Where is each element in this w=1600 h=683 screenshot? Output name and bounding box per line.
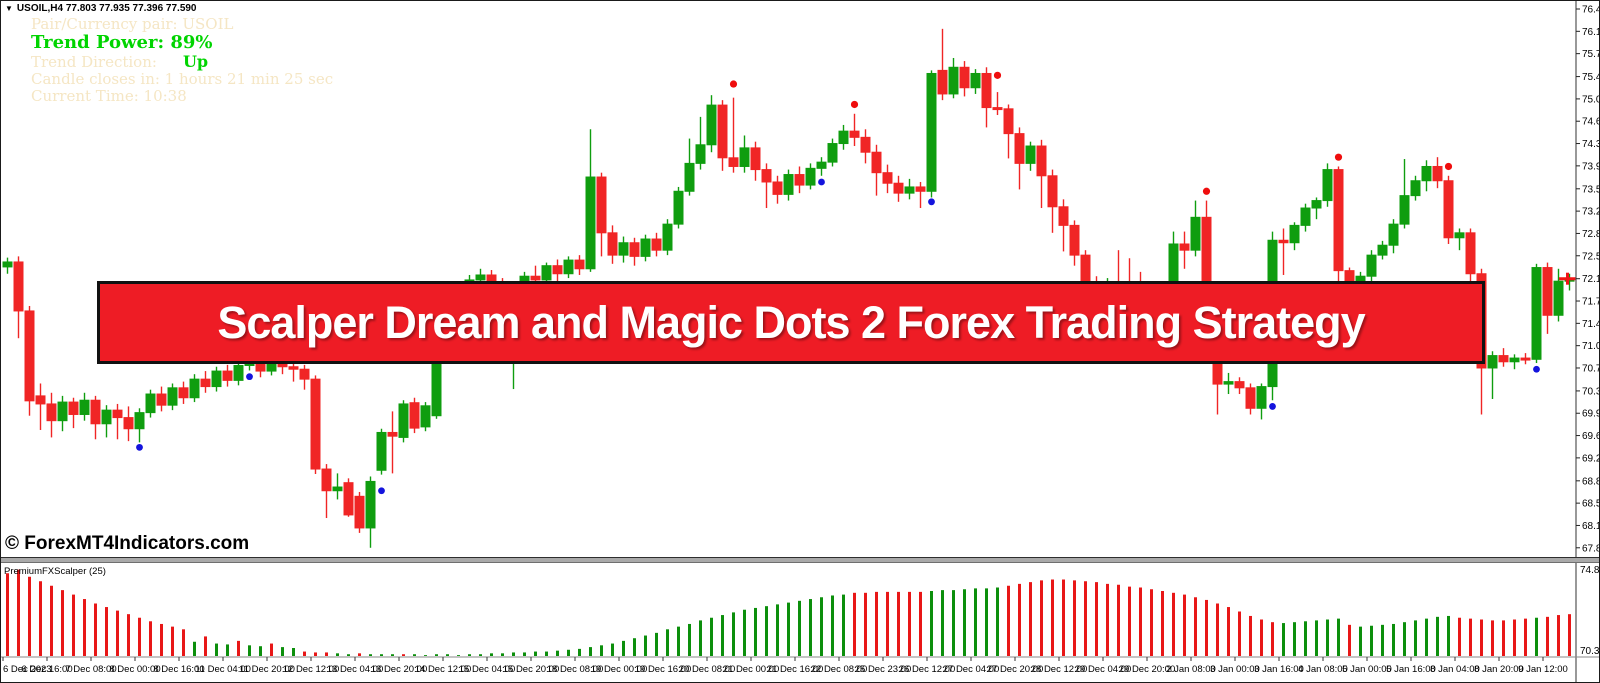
svg-text:5 Jan 16:00: 5 Jan 16:00	[1386, 664, 1436, 675]
svg-text:72.870: 72.870	[1582, 229, 1600, 240]
svg-text:29 Dec 04:00: 29 Dec 04:00	[1075, 664, 1132, 675]
svg-text:5 Jan 00:00: 5 Jan 00:00	[1342, 664, 1392, 675]
trend-direction-label: Trend Direction:	[31, 53, 157, 71]
svg-text:13 Dec 04:00: 13 Dec 04:00	[327, 664, 384, 675]
svg-text:21 Dec 00:00: 21 Dec 00:00	[723, 664, 780, 675]
svg-text:71.780: 71.780	[1582, 297, 1600, 308]
svg-text:7 Dec 08:00: 7 Dec 08:00	[65, 664, 116, 675]
svg-text:14 Dec 12:00: 14 Dec 12:00	[415, 664, 472, 675]
svg-text:11 Dec 04:00: 11 Dec 04:00	[195, 664, 251, 675]
indicator-name-label: PremiumFXScalper (25)	[4, 566, 106, 577]
svg-text:8 Jan 20:00: 8 Jan 20:00	[1474, 664, 1524, 675]
svg-text:27 Dec 04:00: 27 Dec 04:00	[943, 664, 1000, 675]
svg-text:69.250: 69.250	[1582, 453, 1600, 464]
svg-text:2 Jan 08:00: 2 Jan 08:00	[1166, 664, 1216, 675]
svg-text:74.320: 74.320	[1582, 139, 1600, 150]
price-axis[interactable]	[1577, 1, 1599, 657]
svg-text:22 Dec 08:00: 22 Dec 08:00	[811, 664, 868, 675]
chart-title: ▼ USOIL,H4 77.803 77.935 77.396 77.590	[5, 3, 197, 14]
svg-text:4 Jan 08:00: 4 Jan 08:00	[1298, 664, 1348, 675]
svg-text:69.970: 69.970	[1582, 409, 1600, 420]
svg-text:70.700: 70.700	[1582, 363, 1600, 374]
svg-text:19 Dec 00:00: 19 Dec 00:00	[591, 664, 648, 675]
svg-text:71.420: 71.420	[1582, 319, 1600, 330]
svg-text:75.040: 75.040	[1582, 94, 1600, 105]
svg-text:6 Dec 2023: 6 Dec 2023	[3, 664, 52, 675]
svg-text:9 Jan 12:00: 9 Jan 12:00	[1518, 664, 1568, 675]
chart-title-text: USOIL,H4 77.803 77.935 77.396 77.590	[16, 3, 197, 14]
svg-text:72.510: 72.510	[1582, 251, 1600, 262]
svg-text:72.140: 72.140	[1582, 274, 1600, 285]
svg-text:70.330: 70.330	[1582, 386, 1600, 397]
panel-splitter[interactable]	[1, 557, 1599, 563]
svg-text:67.800: 67.800	[1582, 543, 1600, 554]
svg-text:6 Dec 16:00: 6 Dec 16:00	[21, 664, 72, 675]
svg-text:69.610: 69.610	[1582, 431, 1600, 442]
watermark-link[interactable]: © ForexMT4Indicators.com	[5, 533, 250, 554]
trend-direction: Trend Direction: Up	[31, 53, 333, 71]
svg-text:3 Jan 16:00: 3 Jan 16:00	[1254, 664, 1304, 675]
svg-text:68.160: 68.160	[1582, 521, 1600, 532]
svg-text:29 Dec 20:00: 29 Dec 20:00	[1119, 664, 1176, 675]
trend-info-overlay: Pair/Currency pair: USOIL Trend Power: 8…	[31, 16, 333, 105]
svg-text:13 Dec 20:00: 13 Dec 20:00	[371, 664, 428, 675]
strategy-banner: Scalper Dream and Magic Dots 2 Forex Tra…	[97, 281, 1485, 364]
svg-text:73.960: 73.960	[1582, 161, 1600, 172]
svg-text:25 Dec 23:00: 25 Dec 23:00	[855, 664, 912, 675]
candle-closes-line: Candle closes in: 1 hours 21 min 25 sec	[31, 70, 334, 88]
svg-text:73.590: 73.590	[1582, 184, 1600, 195]
indicator-pane[interactable]	[1, 564, 1576, 656]
current-time-line: Current Time: 10:38	[31, 87, 187, 105]
svg-text:75.770: 75.770	[1582, 49, 1600, 60]
chart-marker-icon: ▼	[5, 4, 13, 13]
time-axis[interactable]	[1, 658, 1599, 682]
svg-text:8 Dec 00:00: 8 Dec 00:00	[109, 664, 160, 675]
svg-text:74.680: 74.680	[1582, 117, 1600, 128]
svg-text:68.520: 68.520	[1582, 499, 1600, 510]
svg-text:15 Dec 20:00: 15 Dec 20:00	[503, 664, 560, 675]
trend-direction-value: Up	[182, 52, 209, 71]
svg-text:19 Dec 16:00: 19 Dec 16:00	[635, 664, 692, 675]
svg-text:26 Dec 12:00: 26 Dec 12:00	[899, 664, 956, 675]
svg-text:12 Dec 12:00: 12 Dec 12:00	[283, 664, 340, 675]
svg-text:75.400: 75.400	[1582, 72, 1600, 83]
svg-text:28 Dec 12:00: 28 Dec 12:00	[1031, 664, 1088, 675]
pair-line: Pair/Currency pair: USOIL	[31, 15, 234, 33]
svg-text:18 Dec 08:00: 18 Dec 08:00	[547, 664, 604, 675]
svg-text:76.490: 76.490	[1582, 5, 1600, 16]
svg-text:73.230: 73.230	[1582, 207, 1600, 218]
svg-text:76.130: 76.130	[1582, 27, 1600, 38]
svg-text:21 Dec 16:00: 21 Dec 16:00	[767, 664, 824, 675]
svg-text:74.891: 74.891	[1580, 565, 1600, 576]
trend-power: Trend Power: 89%	[31, 32, 213, 53]
svg-text:71.060: 71.060	[1582, 341, 1600, 352]
svg-text:70.339: 70.339	[1580, 646, 1600, 657]
svg-text:15 Dec 04:00: 15 Dec 04:00	[459, 664, 516, 675]
svg-text:11 Dec 20:00: 11 Dec 20:00	[239, 664, 295, 675]
svg-text:3 Jan 00:00: 3 Jan 00:00	[1210, 664, 1260, 675]
svg-text:20 Dec 08:00: 20 Dec 08:00	[679, 664, 736, 675]
svg-text:27 Dec 20:00: 27 Dec 20:00	[987, 664, 1044, 675]
svg-text:8 Jan 04:00: 8 Jan 04:00	[1430, 664, 1480, 675]
svg-text:8 Dec 16:00: 8 Dec 16:00	[153, 664, 204, 675]
svg-text:68.880: 68.880	[1582, 476, 1600, 487]
strategy-banner-text: Scalper Dream and Magic Dots 2 Forex Tra…	[217, 296, 1365, 348]
